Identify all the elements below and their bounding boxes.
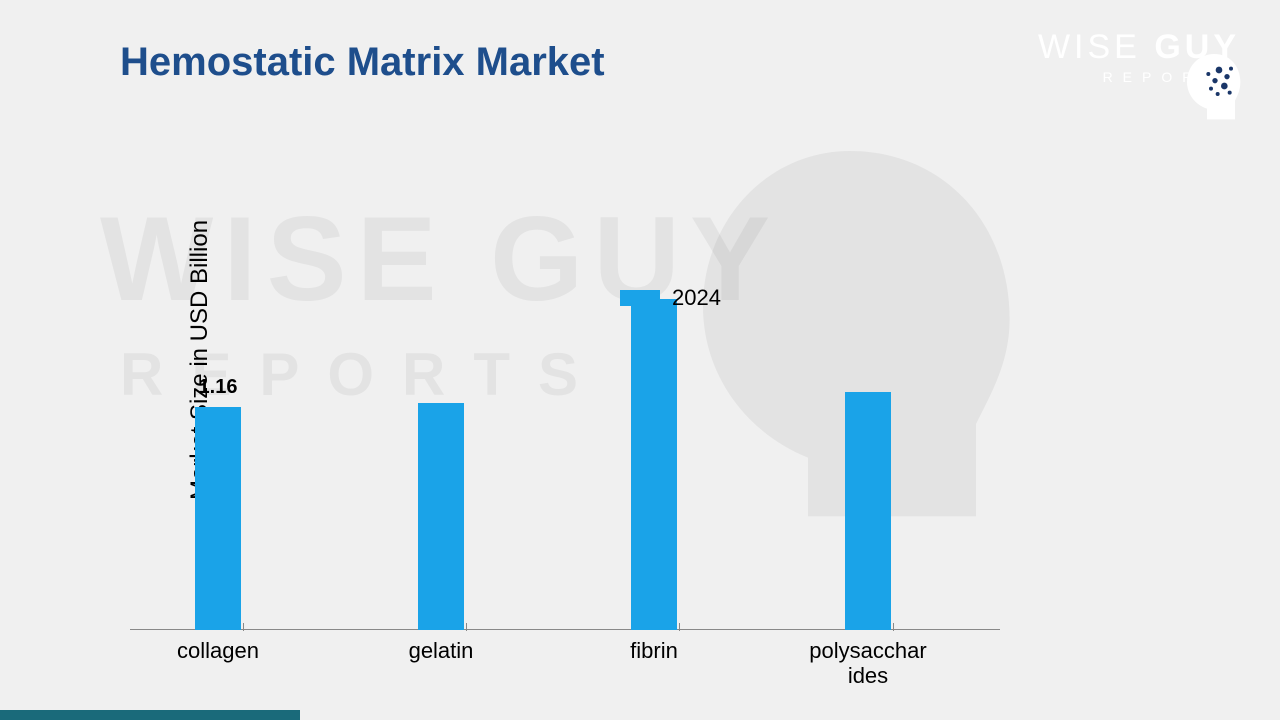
brand-logo: WISE GUY REPORTS [1038, 28, 1240, 85]
bar [418, 403, 464, 630]
plot-area: 1.16collagengelatinfibrinpolysaccharides [130, 130, 1000, 630]
legend-swatch [620, 290, 660, 306]
chart-title: Hemostatic Matrix Market [120, 40, 605, 85]
category-label: collagen [138, 638, 298, 663]
logo-head-icon [1176, 50, 1246, 130]
bar-value-label: 1.16 [199, 376, 238, 399]
logo-word-wise: WISE [1038, 28, 1141, 66]
bar [631, 299, 677, 630]
x-tick [893, 623, 894, 631]
bottom-accent-bar [0, 710, 300, 720]
legend: 2024 [620, 285, 721, 311]
bar [845, 392, 891, 630]
category-label: fibrin [574, 638, 734, 663]
bar [195, 407, 241, 630]
chart-stage: WISE GUY REPORTS WISE GUY REPORTS Hemost… [0, 0, 1280, 720]
x-tick [243, 623, 244, 631]
x-tick [466, 623, 467, 631]
category-label: gelatin [361, 638, 521, 663]
category-label: polysaccharides [788, 638, 948, 689]
x-tick [679, 623, 680, 631]
legend-label: 2024 [672, 285, 721, 311]
